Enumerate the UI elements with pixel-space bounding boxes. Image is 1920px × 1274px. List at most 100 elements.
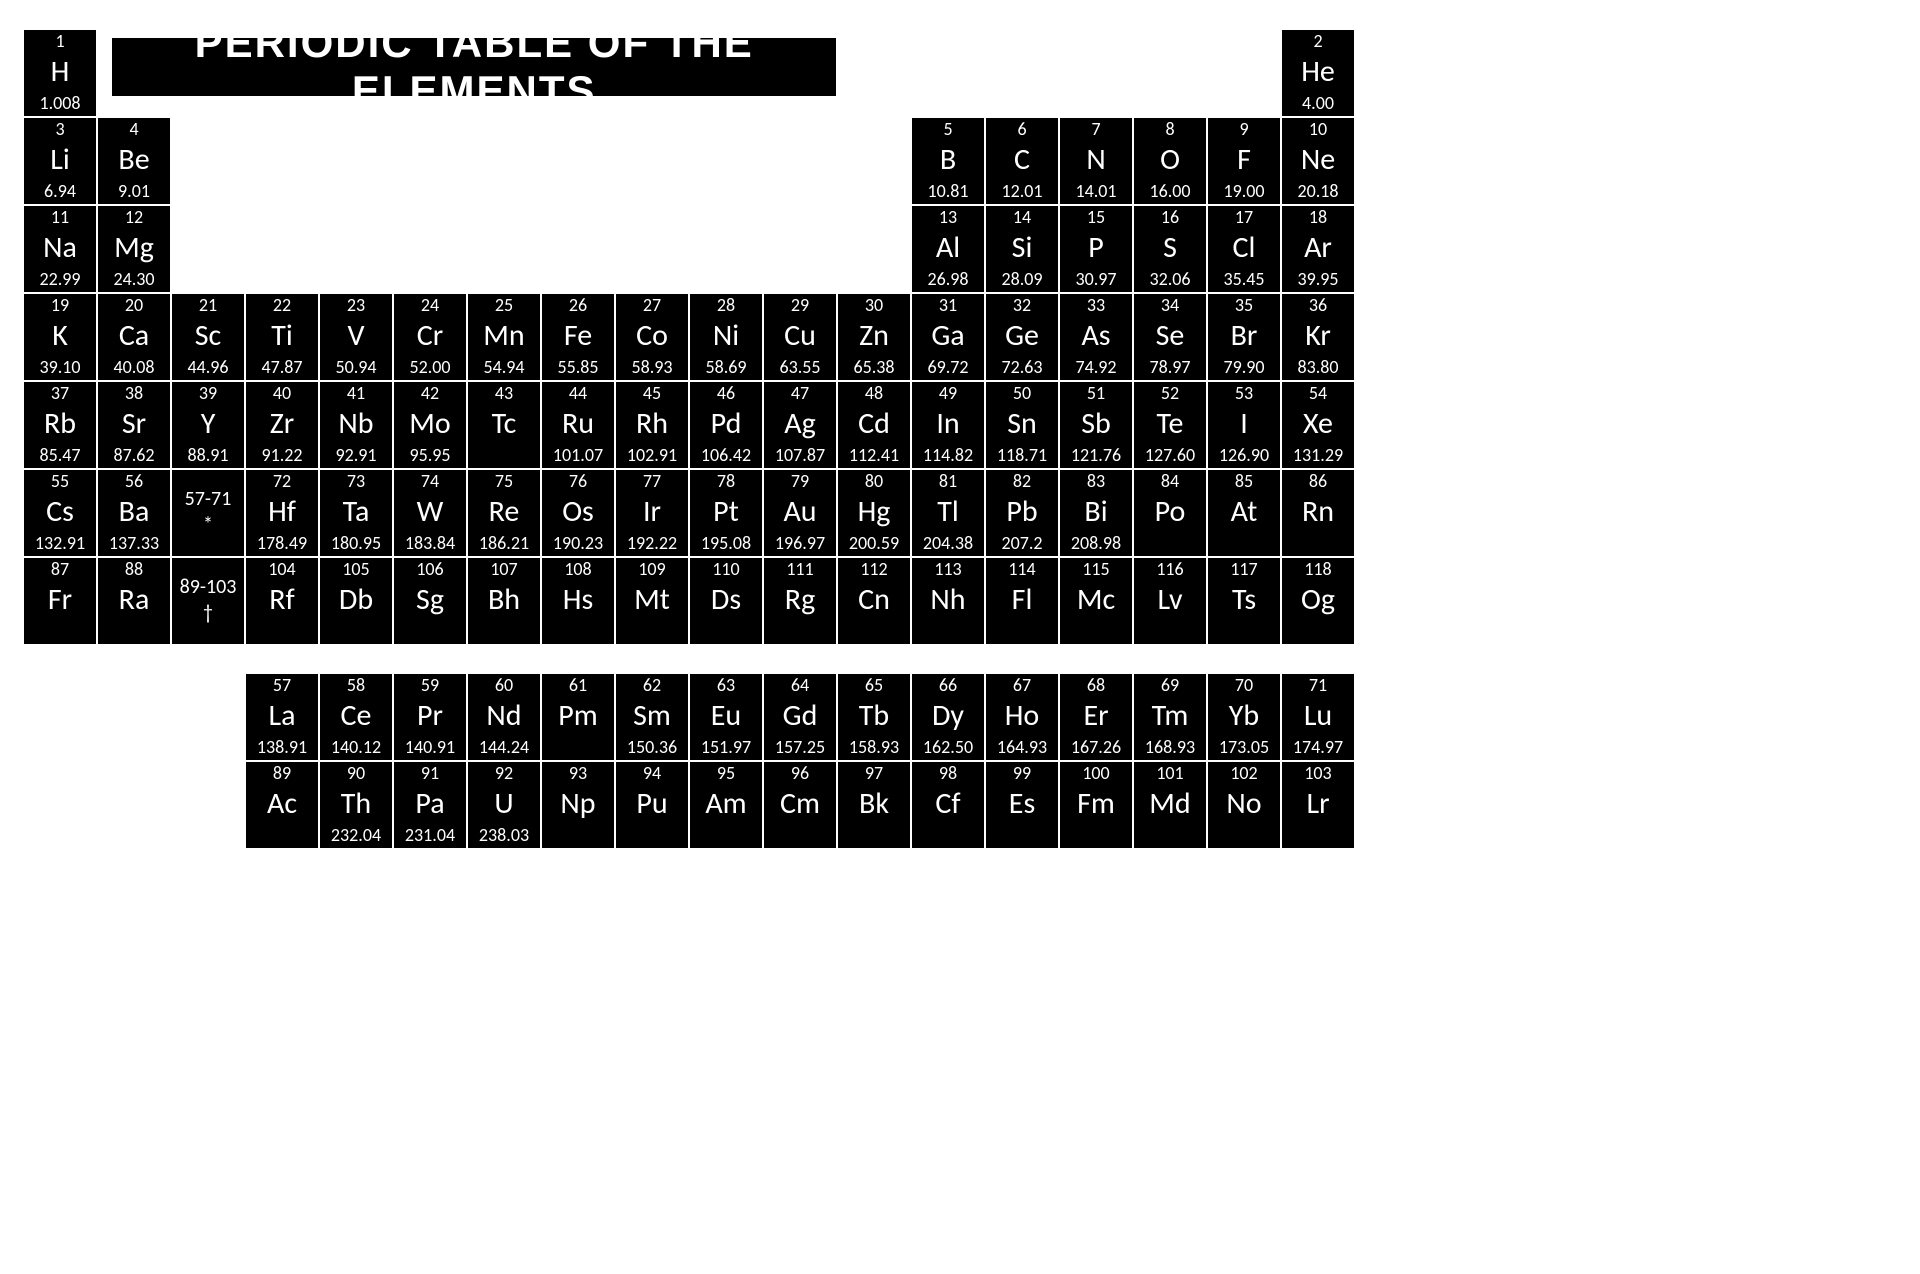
element-cell-Ds: 110Ds [690,558,762,644]
atomic-mass: 24.30 [113,270,154,288]
atomic-number: 68 [1087,676,1105,694]
atomic-number: 41 [347,384,365,402]
element-cell-He: 2He4.00 [1282,30,1354,116]
atomic-mass: 127.60 [1145,446,1195,464]
atomic-mass: 162.50 [923,738,973,756]
atomic-number: 106 [416,560,443,578]
atomic-number: 107 [490,560,517,578]
atomic-mass: 232.04 [331,826,381,844]
atomic-mass: 69.72 [927,358,968,376]
atomic-mass: 196.97 [775,534,825,552]
atomic-mass [576,622,580,640]
atomic-number: 94 [643,764,661,782]
atomic-mass: 101.07 [553,446,603,464]
element-cell-Sg: 106Sg [394,558,466,644]
element-symbol: K [52,321,68,351]
element-cell-Pb: 82Pb207.2 [986,470,1058,556]
atomic-number: 67 [1013,676,1031,694]
element-symbol: Mc [1077,585,1115,615]
atomic-mass: 164.93 [997,738,1047,756]
atomic-mass: 14.01 [1075,182,1116,200]
atomic-number: 49 [939,384,957,402]
element-cell-Gd: 64Gd157.25 [764,674,836,760]
atomic-mass [872,622,876,640]
element-symbol: Ts [1232,585,1256,615]
element-cell-Mo: 42Mo95.95 [394,382,466,468]
element-symbol: Na [43,233,77,263]
element-cell-Ag: 47Ag107.87 [764,382,836,468]
atomic-mass [354,622,358,640]
atomic-number: 3 [55,120,64,138]
atomic-number: 108 [564,560,591,578]
atomic-mass [724,622,728,640]
element-cell-Cl: 17Cl35.45 [1208,206,1280,292]
element-cell-Pd: 46Pd106.42 [690,382,762,468]
atomic-number: 113 [934,560,961,578]
atomic-mass: 58.69 [705,358,746,376]
element-symbol: Mg [114,233,154,263]
atomic-mass: 78.97 [1149,358,1190,376]
element-cell-Bh: 107Bh [468,558,540,644]
atomic-number: 24 [421,296,439,314]
atomic-mass [1242,622,1246,640]
element-symbol: F [1237,145,1251,175]
element-symbol: Lv [1157,585,1182,615]
atomic-mass [576,738,580,756]
atomic-number: 10 [1309,120,1327,138]
atomic-mass: 107.87 [775,446,825,464]
element-cell-Mt: 109Mt [616,558,688,644]
element-symbol: Fm [1077,789,1115,819]
atomic-mass: 114.82 [923,446,973,464]
atomic-number: 62 [643,676,661,694]
atomic-mass: 131.29 [1293,446,1343,464]
element-cell-Si: 14Si28.09 [986,206,1058,292]
element-symbol: Pt [713,497,739,527]
atomic-number: 75 [495,472,513,490]
element-cell-V: 23V50.94 [320,294,392,380]
element-cell-H: 1H1.008 [24,30,96,116]
element-cell-Fe: 26Fe55.85 [542,294,614,380]
element-symbol: N [1086,145,1105,175]
atomic-number: 87 [51,560,69,578]
atomic-mass [1242,534,1246,552]
atomic-number: 28 [717,296,735,314]
atomic-mass: 112.41 [849,446,899,464]
element-cell-Sb: 51Sb121.76 [1060,382,1132,468]
element-cell-Mc: 115Mc [1060,558,1132,644]
placeholder-cell-57-71: 57-71* [172,470,244,556]
element-cell-Se: 34Se78.97 [1134,294,1206,380]
element-cell-Ti: 22Ti47.87 [246,294,318,380]
atomic-mass: 173.05 [1219,738,1269,756]
element-symbol: Pd [711,409,742,439]
element-symbol: Y [201,409,216,439]
element-symbol: Se [1156,321,1185,351]
element-symbol: Ho [1005,701,1040,731]
atomic-mass: 140.12 [331,738,381,756]
element-symbol: Pa [415,789,444,819]
element-symbol: Ta [343,497,370,527]
element-cell-Bi: 83Bi208.98 [1060,470,1132,556]
atomic-number: 29 [791,296,809,314]
element-cell-Ca: 20Ca40.08 [98,294,170,380]
element-symbol: Si [1012,233,1033,263]
atomic-mass [946,622,950,640]
atomic-number: 19 [51,296,69,314]
atomic-number: 25 [495,296,513,314]
element-symbol: Nh [930,585,965,615]
element-cell-Md: 101Md [1134,762,1206,848]
element-symbol: Cu [784,321,816,351]
element-symbol: Ni [713,321,739,351]
atomic-mass [502,622,506,640]
placeholder-mark: * [203,515,213,535]
element-symbol: Hs [563,585,593,615]
element-cell-Nh: 113 Nh [912,558,984,644]
atomic-mass: 106.42 [701,446,751,464]
element-cell-Os: 76Os190.23 [542,470,614,556]
element-cell-Co: 27Co58.93 [616,294,688,380]
atomic-number: 109 [638,560,665,578]
atomic-number: 99 [1013,764,1031,782]
element-cell-Bk: 97Bk [838,762,910,848]
element-symbol: Eu [711,701,741,731]
element-cell-Rb: 37Rb85.47 [24,382,96,468]
atomic-number: 116 [1156,560,1183,578]
